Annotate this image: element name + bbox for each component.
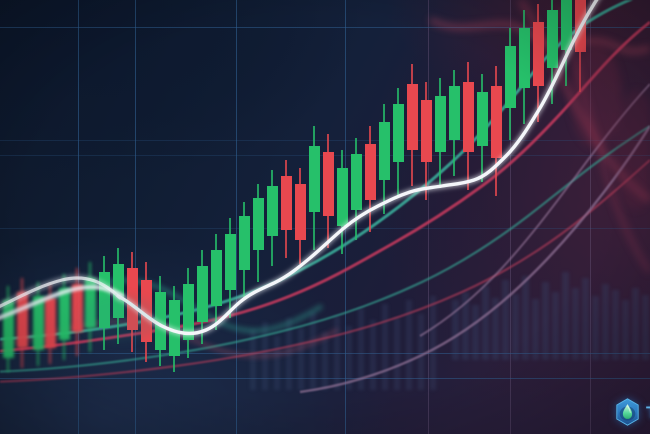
gridline-vertical xyxy=(590,0,591,434)
gridline-horizontal xyxy=(0,27,650,28)
gridline-vertical xyxy=(510,0,511,434)
hexagon-droplet-icon xyxy=(614,398,641,426)
gridline-horizontal xyxy=(0,228,650,229)
gridline-horizontal xyxy=(0,353,650,354)
gridline-vertical xyxy=(236,0,237,434)
watermark-logo: T xyxy=(614,398,650,426)
gridline-vertical xyxy=(428,0,429,434)
gridline-horizontal xyxy=(0,140,650,141)
gridline-vertical xyxy=(78,0,79,434)
gridline-horizontal xyxy=(0,378,650,379)
gridline-vertical xyxy=(135,0,136,434)
watermark-label: T xyxy=(646,404,650,421)
